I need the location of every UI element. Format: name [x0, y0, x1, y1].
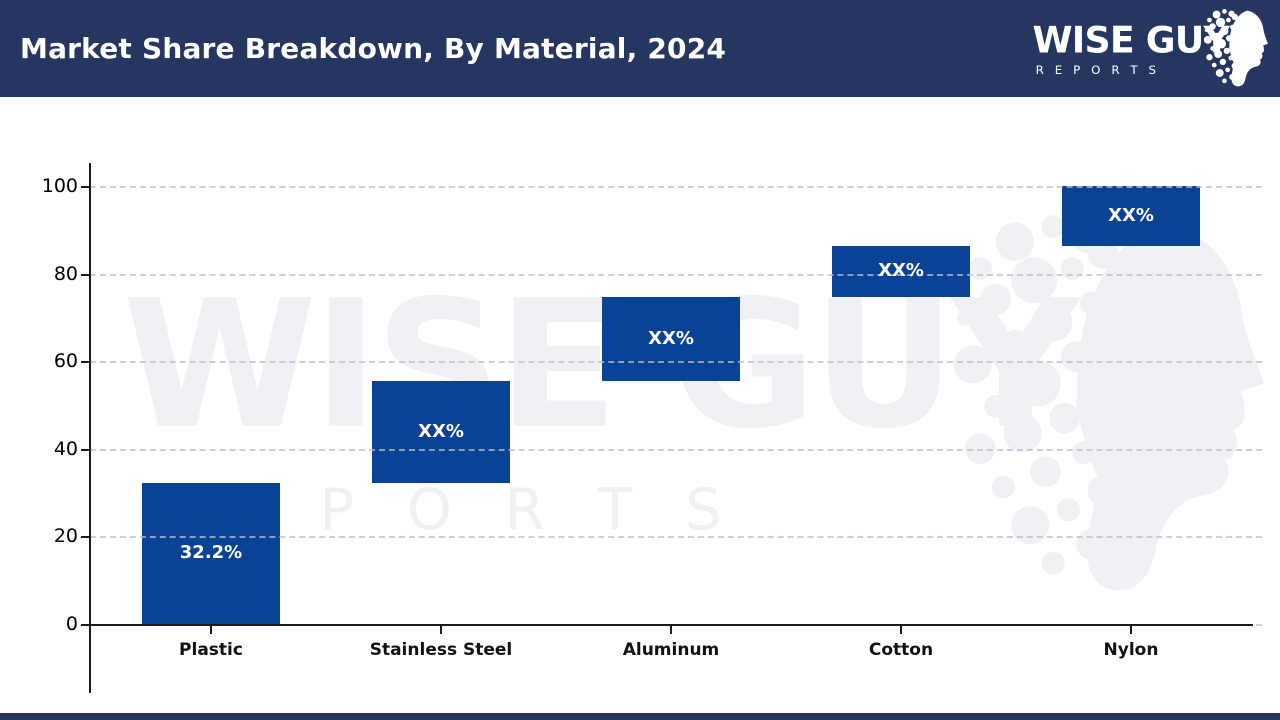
y-tick-mark-40	[81, 448, 89, 451]
x-category-label-nylon: Nylon	[1103, 640, 1159, 660]
gridline-100	[90, 186, 1262, 188]
y-tick-label-60: 60	[53, 350, 78, 373]
wise-guy-reports-logo	[1032, 9, 1270, 88]
chart-plot-area: 32.2% XX% XX% XX% XX% 0 20 40 60 80 100 Plastic Sta…	[0, 97, 1280, 713]
bar-value-label-stainless-steel: XX%	[418, 421, 464, 443]
y-tick-label-20: 20	[53, 525, 78, 548]
gridline-60	[90, 361, 1262, 364]
x-category-label-stainless-steel: Stainless Steel	[369, 640, 513, 660]
y-tick-label-80: 80	[53, 262, 78, 285]
gridline-40	[90, 448, 1262, 451]
x-category-label-cotton: Cotton	[868, 640, 934, 660]
x-axis-line	[89, 624, 1253, 626]
x-tick-mark-plastic	[210, 626, 212, 634]
watermark-logo	[122, 215, 1272, 598]
bar-value-label-plastic: 32.2%	[179, 542, 243, 564]
gridline-20	[90, 536, 1262, 539]
bar-value-label-cotton: XX%	[878, 260, 924, 282]
footer-strip	[0, 713, 1280, 720]
y-tick-label-40: 40	[53, 437, 78, 460]
x-category-label-plastic: Plastic	[179, 640, 243, 660]
x-tick-mark-cotton	[900, 626, 902, 634]
x-tick-mark-aluminum	[670, 626, 672, 634]
bar-value-label-nylon: XX%	[1108, 204, 1154, 226]
y-tick-mark-0	[81, 624, 89, 626]
y-axis-line	[89, 163, 91, 693]
x-category-label-aluminum: Aluminum	[622, 640, 720, 660]
y-tick-mark-100	[81, 186, 89, 188]
bar-value-label-aluminum: XX%	[648, 328, 694, 350]
header-bar: Market Share Breakdown, By Material, 202…	[0, 0, 1280, 97]
y-tick-label-100: 100	[41, 175, 78, 197]
y-tick-mark-60	[81, 361, 89, 364]
gridline-80	[90, 273, 1262, 276]
y-tick-label-0: 0	[65, 613, 78, 635]
x-tick-mark-nylon	[1130, 626, 1132, 634]
chart-title: Market Share Breakdown, By Material, 202…	[20, 32, 727, 65]
x-tick-mark-stainless-steel	[440, 626, 442, 634]
y-tick-mark-20	[81, 536, 89, 539]
y-tick-mark-80	[81, 273, 89, 276]
